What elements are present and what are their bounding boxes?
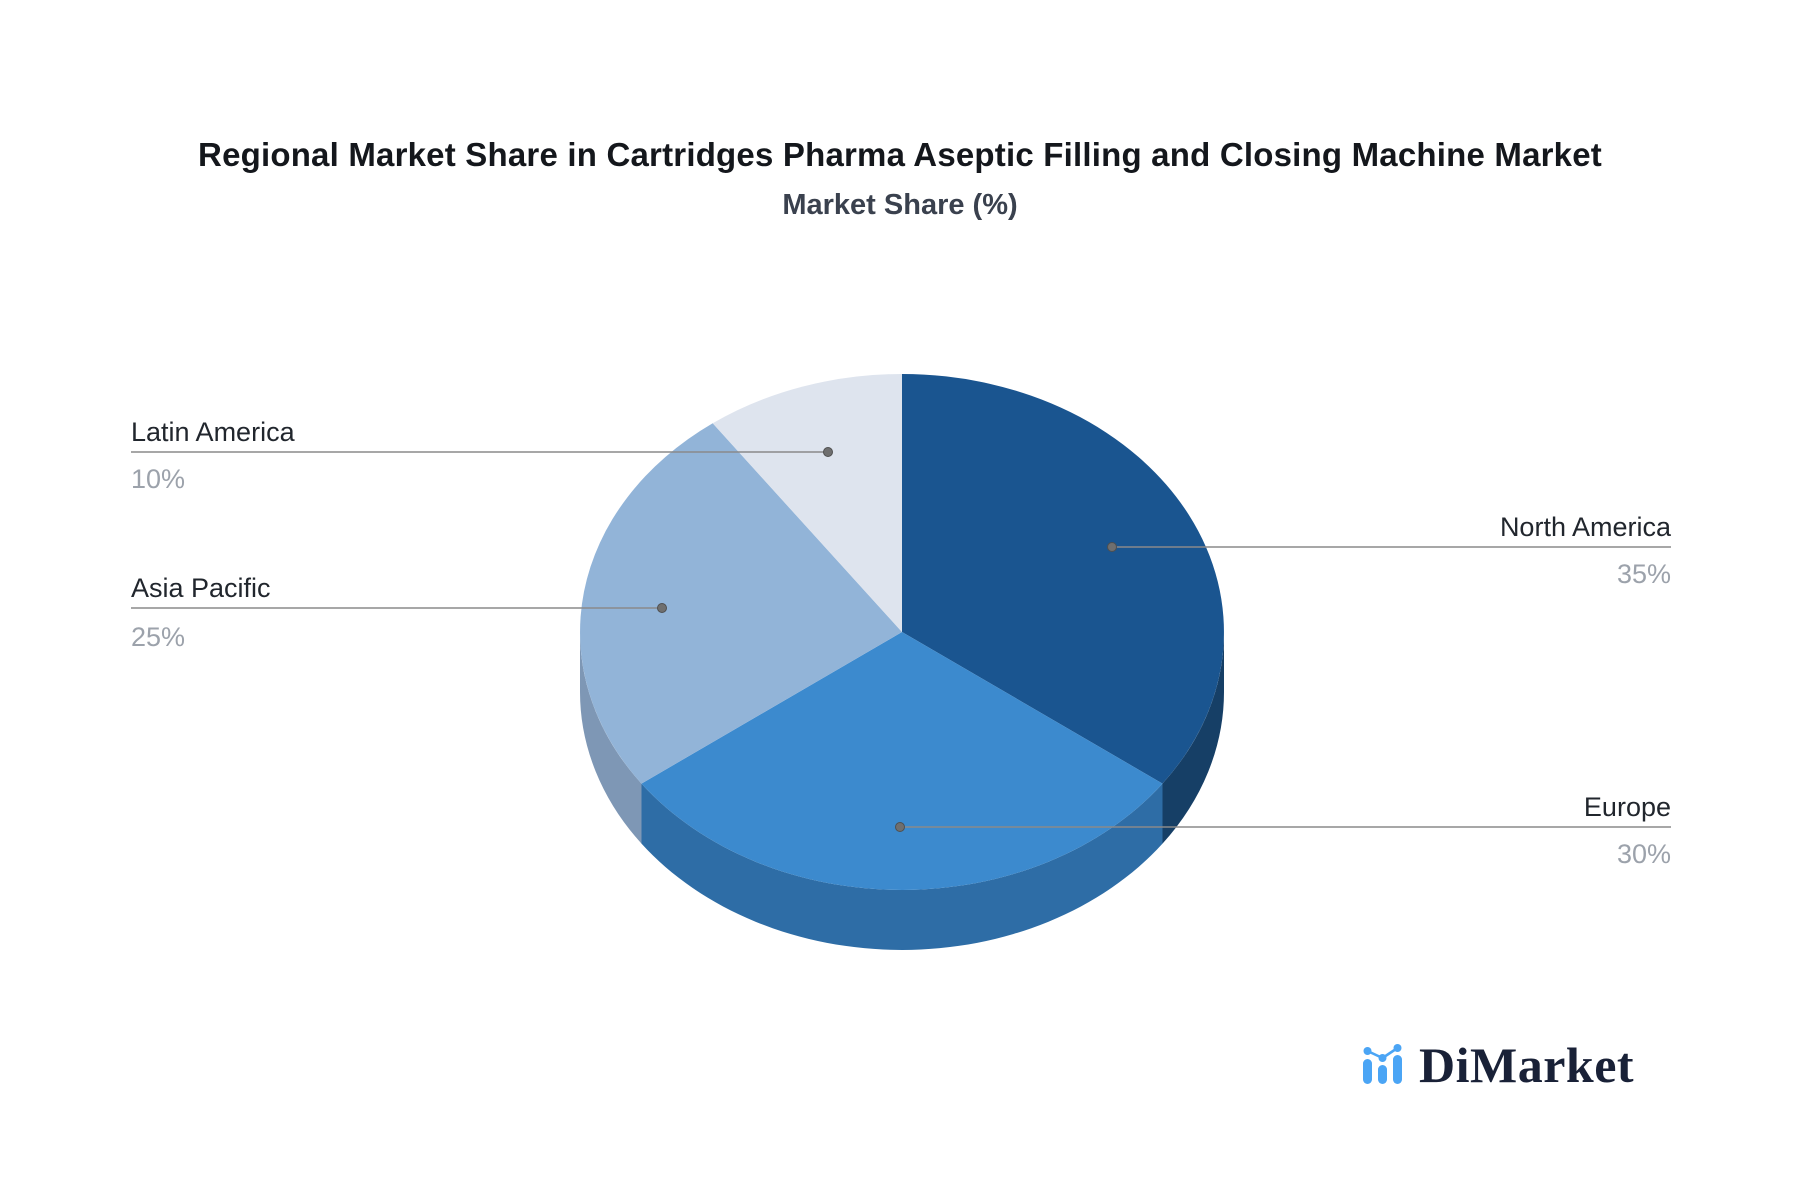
slice-label-latin-america: Latin America [131,417,296,447]
leader-dot-europe [895,822,905,832]
pie-slice-asia-pacific [580,423,902,784]
slice-value-europe: 30% [1617,839,1671,869]
chart-subtitle: Market Share (%) [782,189,1018,221]
brand-name: DiMarket [1419,1037,1635,1093]
slice-value-north-america: 35% [1617,559,1671,589]
slice-label-asia-pacific: Asia Pacific [131,573,271,603]
leader-dot-north-america [1107,542,1117,552]
slice-value-asia-pacific: 25% [131,622,185,652]
brand-logo: DiMarket [1362,1040,1634,1090]
pie-slice-side-north-america [1162,632,1224,844]
leader-dot-latin-america [823,447,833,457]
pie-slice-side-asia-pacific [580,632,642,844]
bar-line-chart-icon [1363,1044,1402,1084]
chart-title: Regional Market Share in Cartridges Phar… [198,136,1602,173]
pie-slice-side-europe [641,783,1163,950]
pie-slice-latin-america [712,374,902,632]
slice-label-north-america: North America [1500,512,1672,542]
pie-slice-north-america [902,374,1224,784]
slice-value-latin-america: 10% [131,464,185,494]
leader-dot-asia-pacific [657,603,667,613]
slice-label-europe: Europe [1584,792,1671,822]
pie-slice-europe [641,632,1163,890]
